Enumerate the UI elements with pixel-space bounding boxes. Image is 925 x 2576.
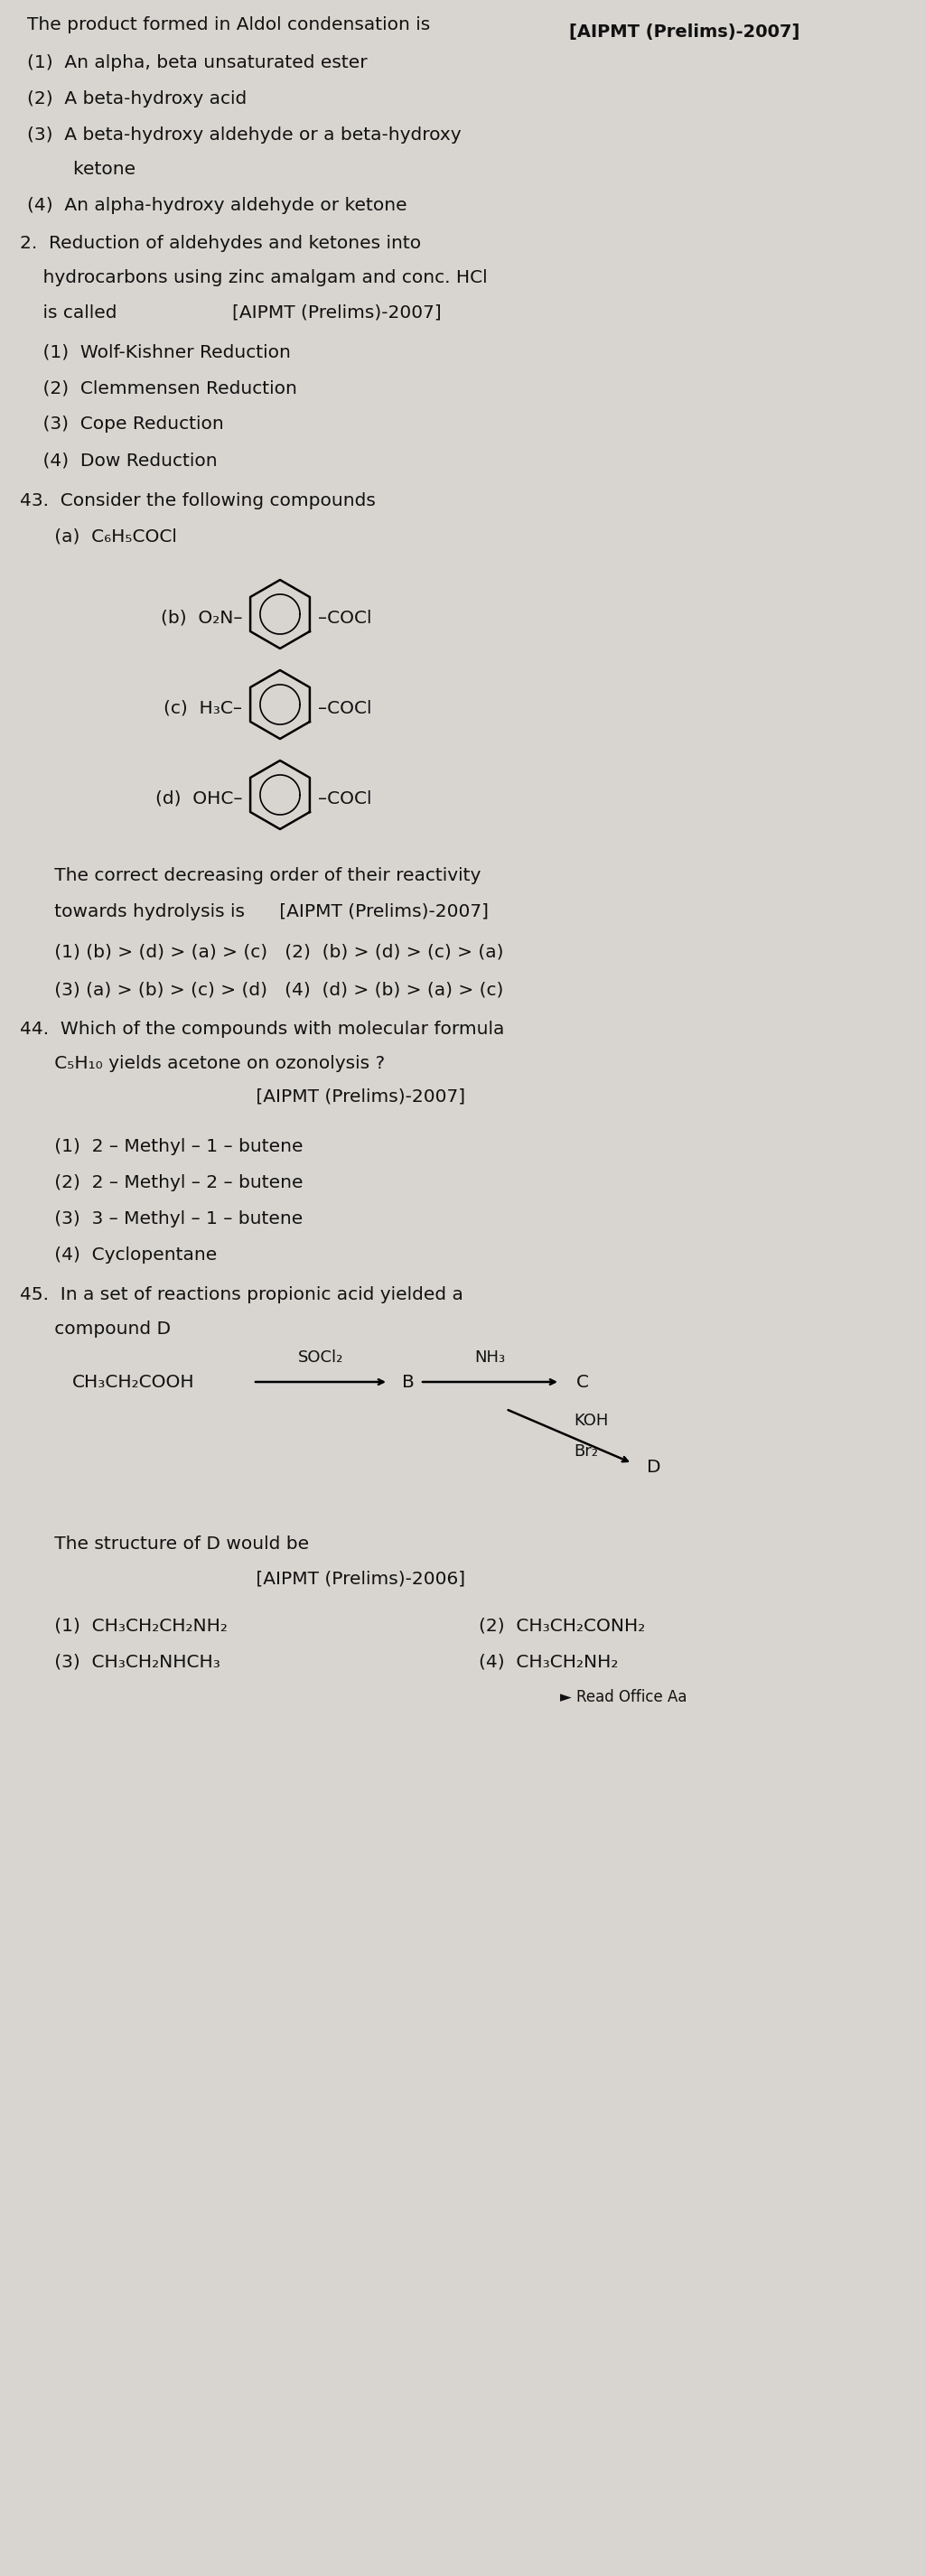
Text: C₅H₁₀ yields acetone on ozonolysis ?: C₅H₁₀ yields acetone on ozonolysis ? — [19, 1056, 385, 1072]
Text: towards hydrolysis is      [AIPMT (Prelims)-2007]: towards hydrolysis is [AIPMT (Prelims)-2… — [19, 904, 488, 920]
Text: ketone: ketone — [27, 160, 136, 178]
Text: –COCl: –COCl — [318, 611, 372, 626]
Text: (3)  Cope Reduction: (3) Cope Reduction — [19, 415, 224, 433]
Text: ► Read Office Aa: ► Read Office Aa — [560, 1690, 687, 1705]
Text: (b)  O₂N–: (b) O₂N– — [160, 611, 242, 626]
Text: (3) (a) > (b) > (c) > (d)   (4)  (d) > (b) > (a) > (c): (3) (a) > (b) > (c) > (d) (4) (d) > (b) … — [19, 981, 503, 997]
Text: [AIPMT (Prelims)-2007]: [AIPMT (Prelims)-2007] — [569, 23, 800, 41]
Text: [AIPMT (Prelims)-2006]: [AIPMT (Prelims)-2006] — [19, 1569, 465, 1587]
Text: D: D — [647, 1458, 660, 1476]
Text: (2)  Clemmensen Reduction: (2) Clemmensen Reduction — [19, 379, 297, 397]
Text: –COCl: –COCl — [318, 791, 372, 806]
Text: (1) (b) > (d) > (a) > (c)   (2)  (b) > (d) > (c) > (a): (1) (b) > (d) > (a) > (c) (2) (b) > (d) … — [19, 943, 503, 961]
Text: (3)  3 – Methyl – 1 – butene: (3) 3 – Methyl – 1 – butene — [19, 1211, 302, 1229]
Text: SOCl₂: SOCl₂ — [298, 1350, 343, 1365]
Text: The correct decreasing order of their reactivity: The correct decreasing order of their re… — [19, 868, 481, 884]
Text: (4)  Dow Reduction: (4) Dow Reduction — [19, 451, 217, 469]
Text: (3)  A beta-hydroxy aldehyde or a beta-hydroxy: (3) A beta-hydroxy aldehyde or a beta-hy… — [27, 126, 462, 144]
Text: (1)  2 – Methyl – 1 – butene: (1) 2 – Methyl – 1 – butene — [19, 1139, 303, 1154]
Text: [AIPMT (Prelims)-2007]: [AIPMT (Prelims)-2007] — [19, 1090, 465, 1105]
Text: 44.  Which of the compounds with molecular formula: 44. Which of the compounds with molecula… — [19, 1020, 504, 1038]
Text: The product formed in Aldol condensation is: The product formed in Aldol condensation… — [27, 15, 430, 33]
Text: (2)  2 – Methyl – 2 – butene: (2) 2 – Methyl – 2 – butene — [19, 1175, 303, 1190]
Text: (2)  A beta-hydroxy acid: (2) A beta-hydroxy acid — [27, 90, 247, 108]
Text: CH₃CH₂COOH: CH₃CH₂COOH — [72, 1373, 195, 1391]
Text: B: B — [402, 1373, 414, 1391]
Text: (3)  CH₃CH₂NHCH₃: (3) CH₃CH₂NHCH₃ — [19, 1654, 220, 1669]
Text: (4)  Cyclopentane: (4) Cyclopentane — [19, 1247, 217, 1265]
Text: NH₃: NH₃ — [475, 1350, 505, 1365]
Text: (2)  CH₃CH₂CONH₂: (2) CH₃CH₂CONH₂ — [479, 1618, 646, 1633]
Text: (1)  An alpha, beta unsaturated ester: (1) An alpha, beta unsaturated ester — [27, 54, 367, 72]
Text: (a)  C₆H₅COCl: (a) C₆H₅COCl — [19, 528, 177, 546]
Text: hydrocarbons using zinc amalgam and conc. HCl: hydrocarbons using zinc amalgam and conc… — [19, 268, 487, 286]
Text: 43.  Consider the following compounds: 43. Consider the following compounds — [19, 492, 376, 510]
Text: (1)  Wolf-Kishner Reduction: (1) Wolf-Kishner Reduction — [19, 343, 290, 361]
Text: (4)  CH₃CH₂NH₂: (4) CH₃CH₂NH₂ — [479, 1654, 618, 1669]
Text: –COCl: –COCl — [318, 701, 372, 716]
Text: 2.  Reduction of aldehydes and ketones into: 2. Reduction of aldehydes and ketones in… — [19, 234, 421, 252]
Text: (d)  OHC–: (d) OHC– — [154, 791, 242, 806]
Text: (c)  H₃C–: (c) H₃C– — [164, 701, 242, 716]
Text: is called                    [AIPMT (Prelims)-2007]: is called [AIPMT (Prelims)-2007] — [19, 304, 441, 322]
Text: (1)  CH₃CH₂CH₂NH₂: (1) CH₃CH₂CH₂NH₂ — [19, 1618, 228, 1633]
Text: C: C — [576, 1373, 589, 1391]
Text: KOH: KOH — [574, 1412, 609, 1430]
Text: 45.  In a set of reactions propionic acid yielded a: 45. In a set of reactions propionic acid… — [19, 1285, 463, 1303]
Text: (4)  An alpha-hydroxy aldehyde or ketone: (4) An alpha-hydroxy aldehyde or ketone — [27, 196, 407, 214]
Text: The structure of D would be: The structure of D would be — [19, 1535, 309, 1553]
Text: Br₂: Br₂ — [574, 1443, 598, 1461]
Text: compound D: compound D — [19, 1321, 171, 1337]
